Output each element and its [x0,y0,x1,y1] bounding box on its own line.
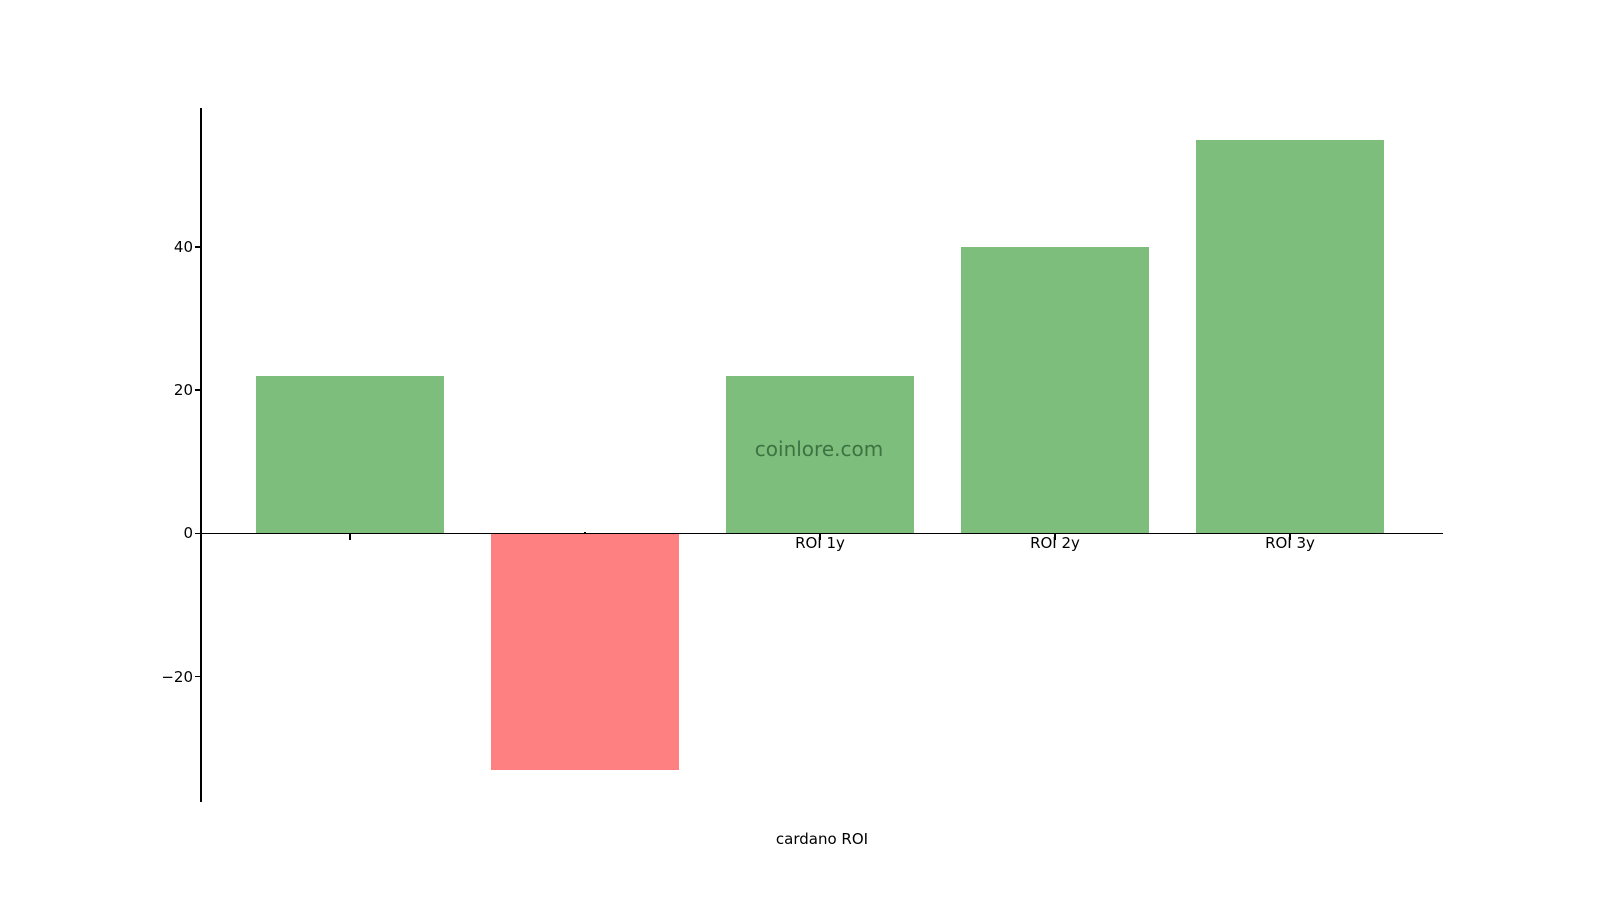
y-tick-mark [194,389,201,391]
x-axis-title: cardano ROI [775,830,869,848]
bar-roi-3y [1196,139,1384,534]
x-axis-line [200,532,1443,535]
x-tick-mark [1289,532,1291,541]
x-tick-mark [819,532,821,541]
bar-roi-2y [961,246,1149,534]
x-tick-mark [1054,532,1056,541]
watermark-text: coinlore.com [754,437,884,461]
bar-column-2 [491,533,679,770]
y-tick-mark [194,246,201,248]
x-tick-label: ROI 1y [795,534,845,553]
x-tick-mark [349,532,351,541]
bar-column-1 [256,375,444,534]
y-tick-mark [194,675,201,678]
y-axis-line [200,108,202,802]
y-tick-mark [194,532,201,535]
x-tick-label: ROI 3y [1265,534,1315,553]
y-tick-label: 40 [173,237,193,256]
x-tick-label: ROI 2y [1030,534,1080,553]
bar-roi-1y [726,375,914,534]
y-tick-label: −20 [161,667,193,686]
y-tick-label: 0 [183,524,193,543]
y-tick-label: 20 [173,381,193,400]
